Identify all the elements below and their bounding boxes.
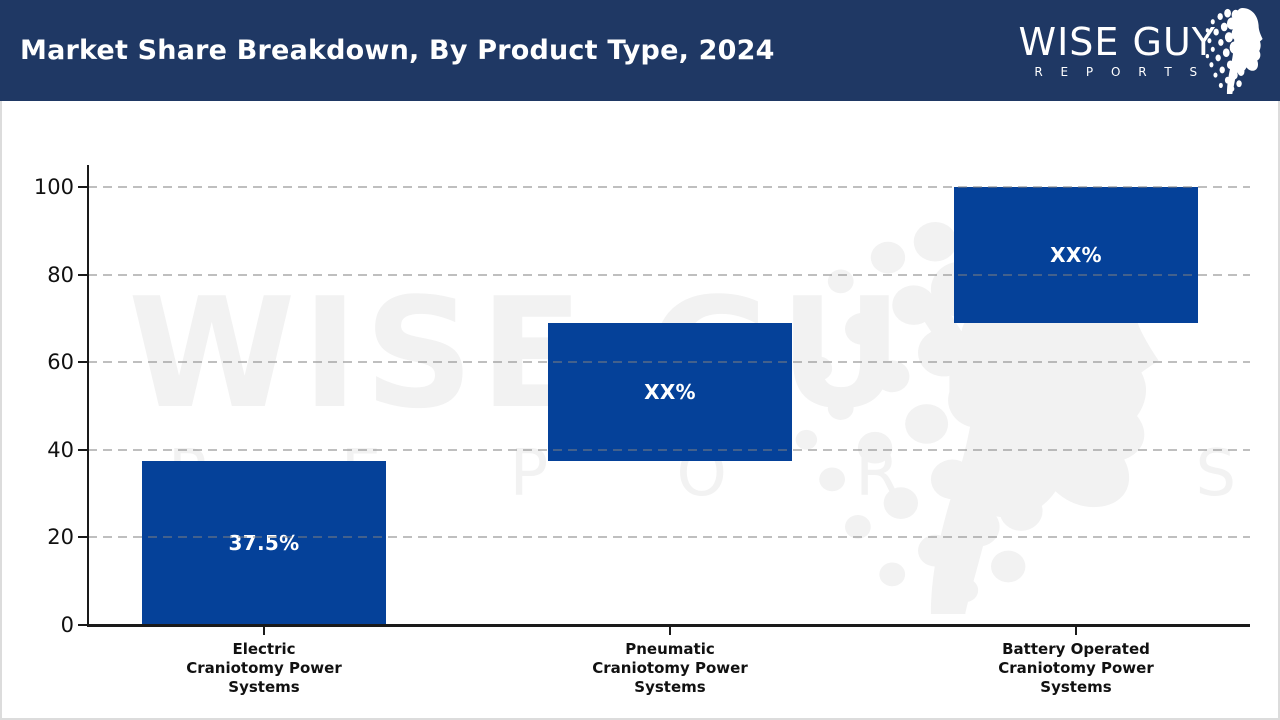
x-axis-tick xyxy=(669,627,671,635)
gridline xyxy=(88,186,1250,188)
y-axis-tick xyxy=(78,361,88,364)
x-axis-tick xyxy=(1075,627,1077,635)
x-axis-line xyxy=(87,624,1250,627)
y-tick-label: 40 xyxy=(47,437,74,462)
y-axis-tick xyxy=(78,273,88,276)
brand-name: WISE GUY xyxy=(1018,20,1216,64)
bar-segment: XX% xyxy=(548,322,792,461)
brand-logo: WISE GUY R E P O R T S xyxy=(1019,6,1266,96)
gridline xyxy=(88,273,1250,276)
y-tick-label: 80 xyxy=(47,262,74,287)
y-tick-label: 100 xyxy=(33,175,74,199)
y-tick-label: 60 xyxy=(47,350,74,375)
bar-value-label: XX% xyxy=(1050,242,1102,267)
brand-subtitle: R E P O R T S xyxy=(1034,65,1205,79)
gridline xyxy=(88,361,1250,364)
y-axis-tick xyxy=(78,448,88,451)
x-axis-tick xyxy=(263,627,265,635)
bar-segment: XX% xyxy=(954,187,1198,323)
bar-value-label: XX% xyxy=(644,379,696,404)
gridline xyxy=(88,536,1250,539)
y-axis-line xyxy=(87,165,89,627)
category-label: Electric Craniotomy Power Systems xyxy=(186,640,342,696)
y-axis-tick xyxy=(78,624,88,626)
bar-value-label: 37.5% xyxy=(228,530,300,555)
y-axis-tick xyxy=(78,186,88,188)
category-label: Pneumatic Craniotomy Power Systems xyxy=(592,640,748,696)
gridline xyxy=(88,448,1250,451)
category-label: Battery Operated Craniotomy Power System… xyxy=(998,640,1154,696)
header-bar: Market Share Breakdown, By Product Type,… xyxy=(0,0,1280,101)
page-title: Market Share Breakdown, By Product Type,… xyxy=(20,35,775,66)
y-axis-tick xyxy=(78,536,88,539)
bar-segment: 37.5% xyxy=(142,460,386,625)
y-tick-label: 20 xyxy=(47,525,74,550)
brand-logo-text: WISE GUY R E P O R T S xyxy=(1019,23,1216,79)
y-tick-label: 0 xyxy=(60,613,74,637)
